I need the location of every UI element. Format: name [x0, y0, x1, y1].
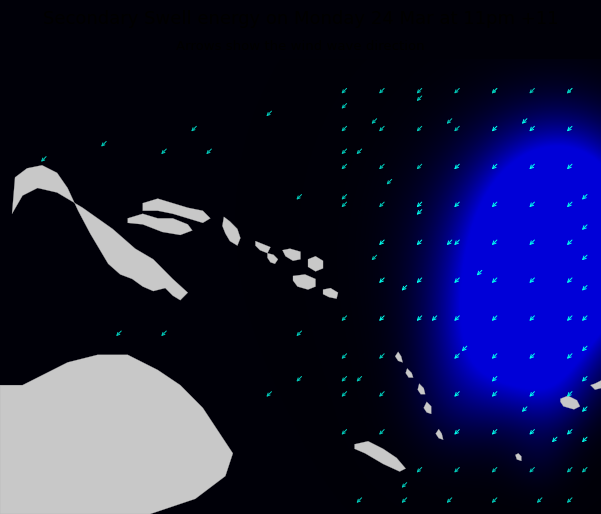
Polygon shape	[355, 441, 406, 471]
Polygon shape	[516, 453, 521, 461]
Polygon shape	[436, 429, 444, 439]
Polygon shape	[308, 256, 323, 271]
Polygon shape	[591, 380, 601, 390]
Polygon shape	[395, 352, 403, 362]
Text: Arrows show the wind wave direction: Arrows show the wind wave direction	[176, 40, 425, 52]
Polygon shape	[424, 402, 431, 414]
Polygon shape	[0, 355, 233, 514]
Polygon shape	[323, 288, 338, 299]
Polygon shape	[561, 396, 580, 409]
Polygon shape	[418, 383, 426, 394]
Polygon shape	[12, 166, 188, 300]
Polygon shape	[255, 241, 270, 253]
Polygon shape	[143, 198, 210, 223]
Polygon shape	[128, 214, 192, 235]
Polygon shape	[282, 249, 300, 261]
Polygon shape	[222, 217, 240, 246]
Text: Secondary Swell energy on Monday 24 Mar at 11pm +11: Secondary Swell energy on Monday 24 Mar …	[43, 10, 558, 28]
Polygon shape	[406, 369, 413, 377]
Polygon shape	[267, 253, 278, 264]
Polygon shape	[293, 274, 316, 289]
